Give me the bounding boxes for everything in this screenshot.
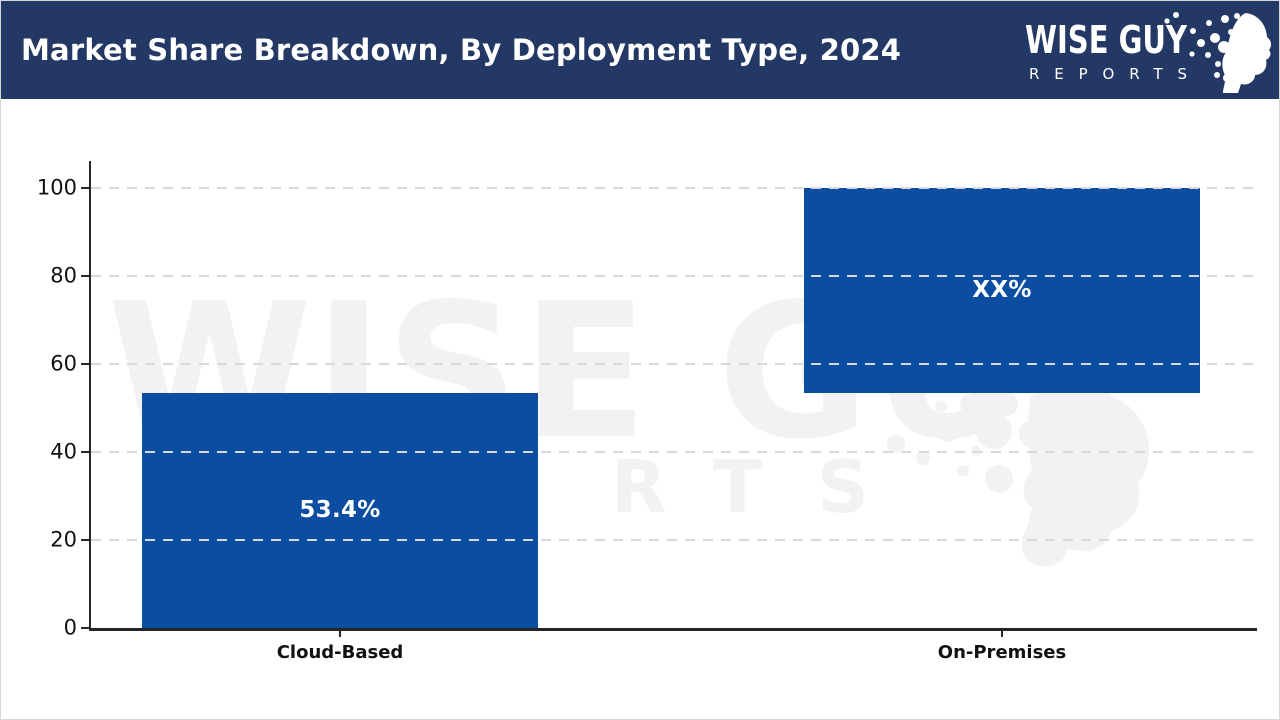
wise-guy-reports-logo: WISE GUY REPORTS <box>1025 12 1271 93</box>
bar-on-premises: XX% <box>804 187 1200 393</box>
y-tick-40 <box>81 450 89 453</box>
x-tick-cloud-based <box>339 628 341 637</box>
logo-subtext: REPORTS <box>1029 65 1187 83</box>
x-axis <box>89 628 1257 631</box>
y-tick-label-80: 80 <box>50 263 77 288</box>
logo-wordmark: WISE GUY <box>1025 18 1187 62</box>
header-bar: Market Share Breakdown, By Deployment Ty… <box>1 1 1279 99</box>
y-tick-label-100: 100 <box>36 175 77 200</box>
category-label-on-premises: On-Premises <box>937 642 1067 663</box>
plot-area: 53.4% XX% Cloud-Based On-Premises 0 20 40 6… <box>37 161 1257 663</box>
page-title: Market Share Breakdown, By Deployment Ty… <box>21 33 902 67</box>
y-tick-label-40: 40 <box>50 439 77 464</box>
y-tick-label-60: 60 <box>50 351 77 376</box>
y-tick-80 <box>81 274 89 277</box>
bar-value-label: XX% <box>972 277 1032 304</box>
y-axis <box>89 161 91 630</box>
category-label-cloud-based: Cloud-Based <box>276 642 404 663</box>
y-tick-60 <box>81 362 89 365</box>
y-tick-label-0: 0 <box>63 615 77 640</box>
y-tick-100 <box>81 186 89 189</box>
y-tick-20 <box>81 538 89 541</box>
bar-cloud-based: 53.4% <box>142 392 538 628</box>
x-tick-on-premises <box>1001 628 1003 637</box>
y-tick-0 <box>81 627 89 629</box>
y-tick-label-20: 20 <box>50 527 77 552</box>
bar-value-label: 53.4% <box>299 497 381 524</box>
face-profile-icon <box>1222 13 1271 93</box>
